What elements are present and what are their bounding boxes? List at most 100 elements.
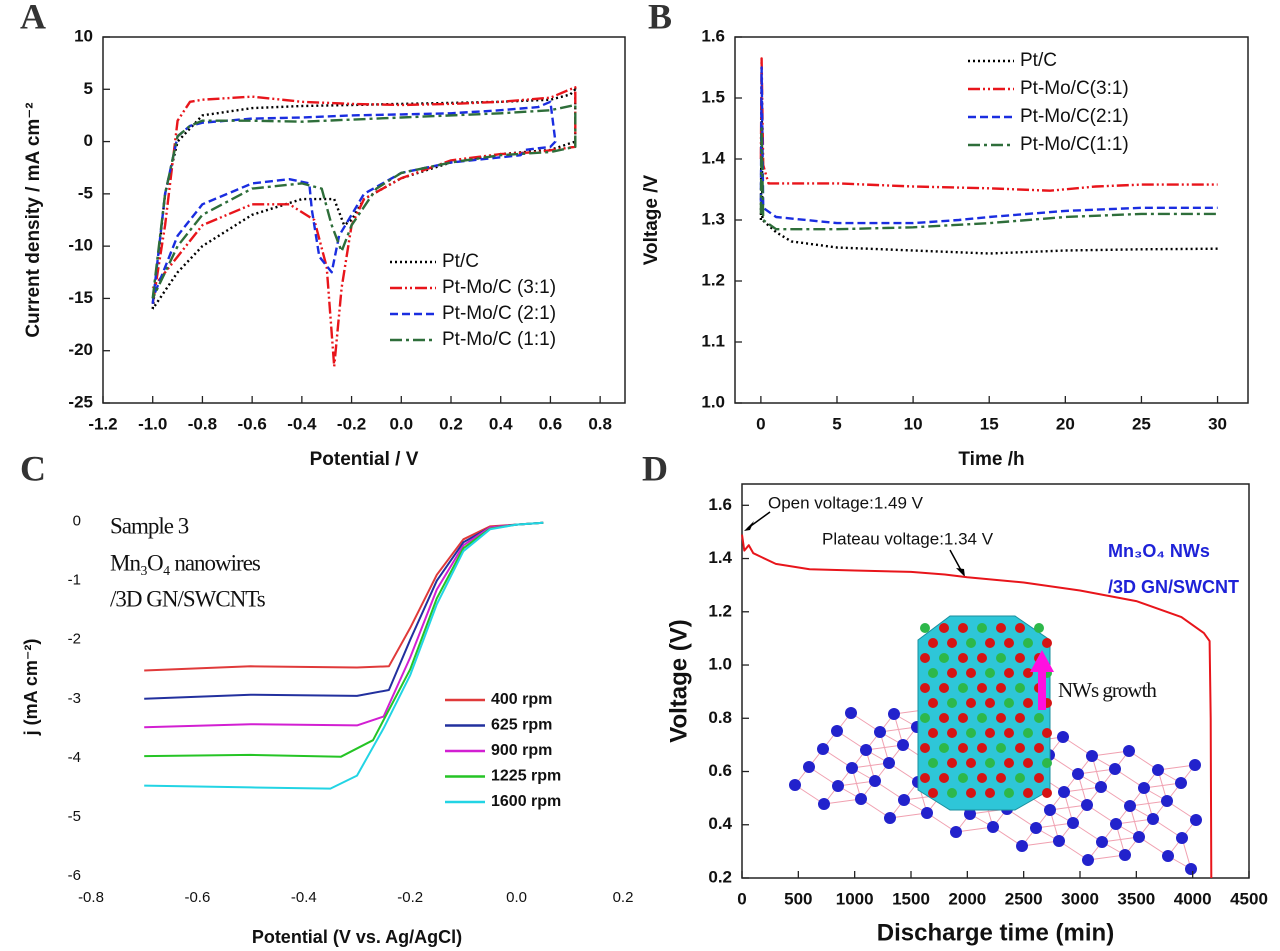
y-tick-label: 0.4	[708, 814, 732, 833]
lattice-atom	[1185, 863, 1197, 875]
nanowire-atom	[958, 683, 968, 693]
y-tick-label: 1.6	[701, 26, 725, 45]
nanowire-atom	[947, 698, 957, 708]
data-line	[741, 534, 1213, 879]
lattice-atom	[1189, 759, 1201, 771]
nanowire-atom	[977, 623, 987, 633]
data-line	[759, 127, 1218, 231]
lattice-atom	[803, 761, 815, 773]
lattice-atom	[1086, 750, 1098, 762]
lattice-atom	[987, 821, 999, 833]
lattice-bond	[889, 812, 928, 819]
nanowire-atom	[985, 728, 995, 738]
y-tick-label: 1.1	[701, 331, 725, 350]
y-tick-label: 1.2	[701, 270, 725, 289]
lattice-atom	[1058, 786, 1070, 798]
lattice-bond	[1021, 840, 1060, 847]
nanowire-atom	[947, 668, 957, 678]
nanowire-atom	[958, 773, 968, 783]
x-tick-label: 0.4	[489, 414, 513, 433]
lattice-atom	[888, 708, 900, 720]
lattice-bond	[823, 798, 862, 805]
nanowire-atom	[966, 728, 976, 738]
y-tick-label: -20	[68, 340, 93, 359]
nanowire-atom	[996, 683, 1006, 693]
x-tick-label: 0	[737, 889, 746, 908]
x-tick-label: 25	[1132, 414, 1151, 433]
x-tick-label: 20	[1056, 414, 1075, 433]
legend-label: Pt/C	[1020, 50, 1057, 71]
nanowire-atom	[1015, 653, 1025, 663]
lattice-atom	[874, 726, 886, 738]
x-axis-label: Discharge time (min)	[877, 919, 1114, 946]
x-tick-label: -1.2	[88, 414, 117, 433]
y-tick-label: 0	[84, 131, 93, 150]
panel-letter: A	[20, 0, 46, 36]
nanowire-atom	[977, 683, 987, 693]
nanowire-atom	[1015, 683, 1025, 693]
legend-label: Pt/C	[442, 251, 479, 272]
annotation: /3D GN/SWCNTs	[110, 586, 266, 611]
lattice-atom	[1138, 782, 1150, 794]
lattice-atom	[1095, 781, 1107, 793]
lattice-atom	[1190, 814, 1202, 826]
lattice-atom	[1124, 800, 1136, 812]
lattice-bond	[1157, 764, 1196, 771]
y-tick-label: 1.2	[708, 601, 732, 620]
nanowire-atom	[1023, 698, 1033, 708]
nanowire-atom	[1023, 788, 1033, 798]
x-tick-label: 0.6	[539, 414, 563, 433]
annotation-arrow-head	[956, 568, 965, 577]
y-tick-label: 1.6	[708, 495, 732, 514]
nanowire-atom	[947, 728, 957, 738]
nanowire-atom	[928, 638, 938, 648]
nanowire-atom	[1042, 638, 1052, 648]
x-tick-label: 0.0	[389, 414, 413, 433]
lattice-atom	[1175, 777, 1187, 789]
legend-label: 1600 rpm	[491, 793, 561, 810]
nanowire-atom	[920, 653, 930, 663]
inset-illustration	[744, 511, 1202, 875]
legend-label: 625 rpm	[491, 717, 552, 734]
legend-label: Pt-Mo/C (1:1)	[442, 329, 556, 350]
y-tick-label: 0	[73, 513, 81, 530]
x-tick-label: 4500	[1230, 889, 1268, 908]
legend-label: Pt-Mo/C(1:1)	[1020, 134, 1129, 155]
lattice-bond	[879, 726, 918, 733]
lattice-atom	[1072, 768, 1084, 780]
y-tick-label: 1.0	[708, 655, 732, 674]
x-tick-label: -0.8	[188, 414, 217, 433]
y-tick-label: -25	[68, 392, 93, 411]
x-axis-label: Potential (V vs. Ag/AgCl)	[252, 927, 462, 947]
annotation: /3D GN/SWCNT	[1108, 577, 1239, 597]
nanowire-atom	[996, 653, 1006, 663]
legend-label: 900 rpm	[491, 742, 552, 759]
nanowire-atom	[977, 653, 987, 663]
x-tick-label: -0.6	[184, 889, 210, 906]
nanowire-atom	[1015, 623, 1025, 633]
nanowire-atom	[1034, 773, 1044, 783]
nanowire-atom	[928, 788, 938, 798]
annotation: Sample 3	[110, 513, 189, 538]
panel-letter: D	[642, 448, 668, 488]
y-tick-label: 1.4	[701, 148, 725, 167]
lattice-atom	[1162, 850, 1174, 862]
nanowire-atom	[1004, 728, 1014, 738]
y-tick-label: 1.5	[701, 87, 725, 106]
lattice-atom	[884, 812, 896, 824]
lattice-bond	[837, 780, 876, 787]
nanowire-atom	[966, 698, 976, 708]
legend-label: Pt-Mo/C(3:1)	[1020, 78, 1129, 99]
nanowire-atom	[958, 623, 968, 633]
lattice-atom	[1123, 745, 1135, 757]
x-tick-label: -0.8	[78, 889, 104, 906]
y-tick-label: 1.3	[701, 209, 725, 228]
x-tick-label: 0	[756, 414, 765, 433]
nanowire-atom	[1023, 728, 1033, 738]
x-tick-label: -0.6	[237, 414, 266, 433]
nanowire-atom	[966, 668, 976, 678]
y-tick-label: 0.6	[708, 761, 732, 780]
nanowire-atom	[996, 773, 1006, 783]
lattice-atom	[1161, 795, 1173, 807]
nanowire-atom	[977, 743, 987, 753]
